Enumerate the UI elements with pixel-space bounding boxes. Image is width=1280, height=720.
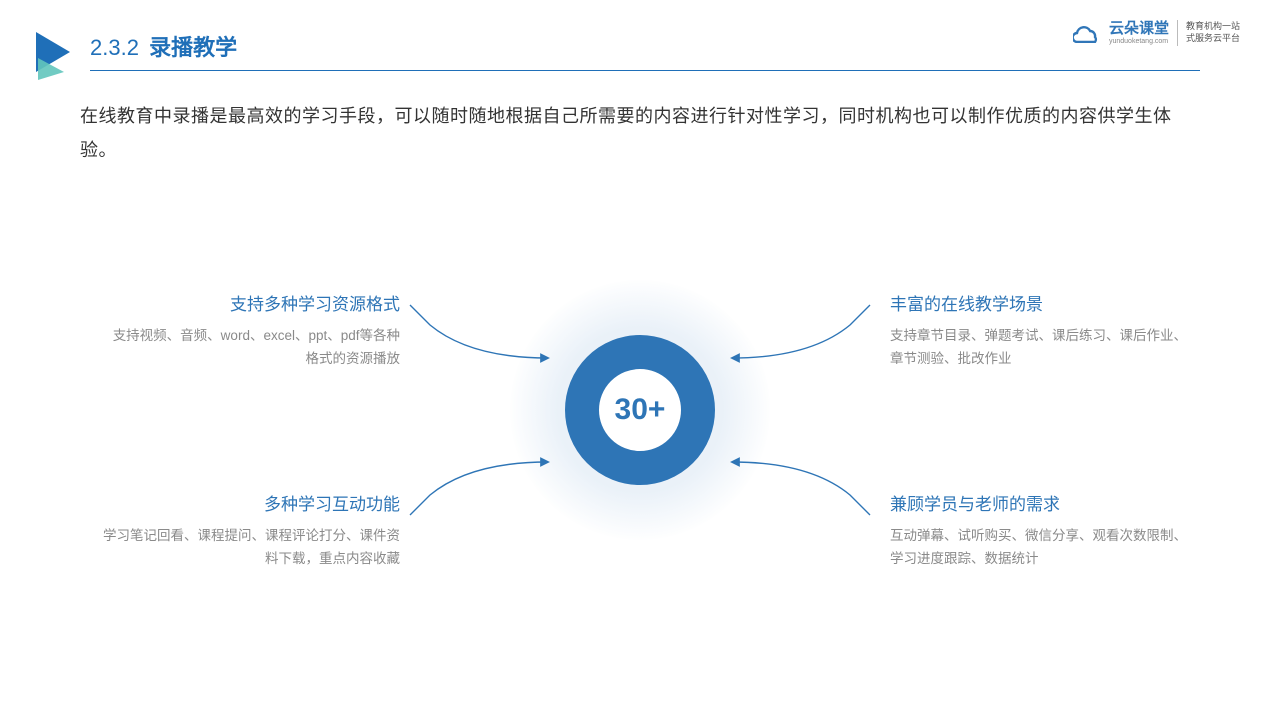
feature-title: 支持多种学习资源格式 (100, 290, 400, 315)
hub-spoke-diagram: 30+ 支持多种学习资源格式 支持视频、音频、word、excel、ppt、pd… (0, 250, 1280, 670)
section-number: 2.3.2 (90, 35, 139, 60)
feature-bottom-left: 多种学习互动功能 学习笔记回看、课程提问、课程评论打分、课件资料下载，重点内容收… (100, 490, 400, 571)
feature-title: 兼顾学员与老师的需求 (890, 490, 1190, 515)
feature-title: 多种学习互动功能 (100, 490, 400, 515)
center-value: 30+ (615, 393, 666, 427)
section-header: 2.3.2 录播教学 (0, 0, 1280, 71)
feature-bottom-right: 兼顾学员与老师的需求 互动弹幕、试听购买、微信分享、观看次数限制、学习进度跟踪、… (890, 490, 1190, 571)
feature-desc: 支持视频、音频、word、excel、ppt、pdf等各种格式的资源播放 (100, 325, 400, 371)
section-title-text: 录播教学 (149, 35, 237, 60)
feature-top-right: 丰富的在线教学场景 支持章节目录、弹题考试、课后练习、课后作业、章节测验、批改作… (890, 290, 1190, 371)
feature-title: 丰富的在线教学场景 (890, 290, 1190, 315)
center-ring: 30+ (565, 335, 715, 485)
intro-paragraph: 在线教育中录播是最高效的学习手段，可以随时随地根据自己所需要的内容进行针对性学习… (0, 71, 1280, 167)
feature-desc: 支持章节目录、弹题考试、课后练习、课后作业、章节测验、批改作业 (890, 325, 1190, 371)
feature-desc: 学习笔记回看、课程提问、课程评论打分、课件资料下载，重点内容收藏 (100, 525, 400, 571)
feature-desc: 互动弹幕、试听购买、微信分享、观看次数限制、学习进度跟踪、数据统计 (890, 525, 1190, 571)
feature-top-left: 支持多种学习资源格式 支持视频、音频、word、excel、ppt、pdf等各种… (100, 290, 400, 371)
